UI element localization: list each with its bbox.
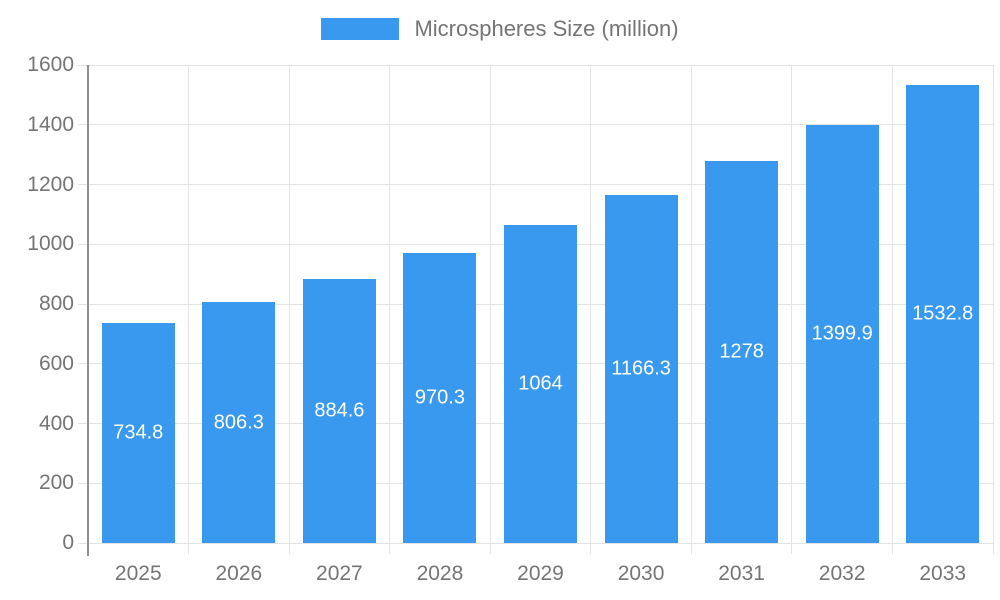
- x-axis-tick-label: 2029: [517, 562, 564, 585]
- y-gridline: [78, 542, 993, 544]
- x-axis-tick-label: 2026: [215, 562, 263, 585]
- bar-2028[interactable]: 970.3: [403, 253, 477, 543]
- bar-value-label: 884.6: [314, 399, 365, 422]
- bar-2026[interactable]: 806.3: [202, 302, 276, 543]
- y-axis-tick-label: 200: [38, 471, 74, 495]
- bar-2025[interactable]: 734.8: [101, 323, 175, 543]
- legend-item[interactable]: Microspheres Size (million): [321, 16, 679, 42]
- bar-2029[interactable]: 1064: [504, 225, 577, 543]
- y-axis-tick-label: 1200: [27, 172, 74, 196]
- legend-swatch-icon: [321, 18, 400, 40]
- bar-2032[interactable]: 1399.9: [805, 124, 879, 543]
- y-axis-tick-label: 0: [62, 531, 74, 554]
- bar-value-label: 1064: [518, 372, 563, 395]
- x-axis-tick-label: 2033: [919, 562, 967, 585]
- x-axis-tick-label: 2031: [718, 562, 765, 585]
- y-gridline: [78, 124, 993, 126]
- legend-label: Microspheres Size (million): [414, 16, 679, 41]
- bar-value-label: 806.3: [213, 411, 264, 434]
- bar-value-label: 1399.9: [811, 322, 873, 345]
- bar-2031[interactable]: 1278: [705, 161, 779, 543]
- x-gridline: [791, 65, 793, 554]
- x-axis-tick-label: 2028: [416, 562, 464, 585]
- x-gridline: [489, 65, 491, 554]
- bar-2027[interactable]: 884.6: [302, 278, 376, 543]
- x-axis-tick-label: 2030: [617, 562, 665, 585]
- y-gridline: [78, 64, 993, 66]
- x-gridline: [891, 65, 893, 554]
- bar-value-label: 1278: [719, 340, 764, 363]
- bar-2033[interactable]: 1532.8: [906, 85, 980, 543]
- x-axis-tick-label: 2032: [818, 562, 866, 585]
- x-gridline: [389, 65, 391, 554]
- bar-value-label: 1166.3: [611, 357, 671, 380]
- x-gridline: [690, 65, 692, 554]
- y-axis-tick-label: 1000: [27, 232, 74, 256]
- x-axis-tick-label: 2027: [316, 562, 363, 585]
- y-axis-tick-label: 1400: [27, 112, 74, 136]
- x-gridline: [188, 65, 190, 554]
- legend: Microspheres Size (million): [0, 16, 1000, 42]
- bar-2030[interactable]: 1166.3: [604, 194, 678, 543]
- y-gridline: [78, 184, 993, 185]
- x-axis-tick-label: 2025: [114, 562, 162, 585]
- y-axis-tick-label: 1600: [27, 53, 74, 76]
- bar-value-label: 1532.8: [912, 302, 974, 325]
- y-axis-tick-label: 400: [38, 411, 74, 435]
- y-axis-line: [87, 65, 89, 556]
- bar-value-label: 734.8: [113, 421, 164, 444]
- plot-area: 0 200 400 600 800 1000 1200 1400 1600 734.8 806.3 8…: [27, 53, 994, 585]
- x-gridline: [288, 65, 290, 554]
- y-axis-tick-label: 800: [38, 292, 74, 315]
- x-gridline: [992, 65, 994, 554]
- bar-value-label: 970.3: [414, 386, 465, 409]
- x-gridline: [590, 65, 592, 554]
- y-axis-tick-label: 600: [38, 351, 74, 375]
